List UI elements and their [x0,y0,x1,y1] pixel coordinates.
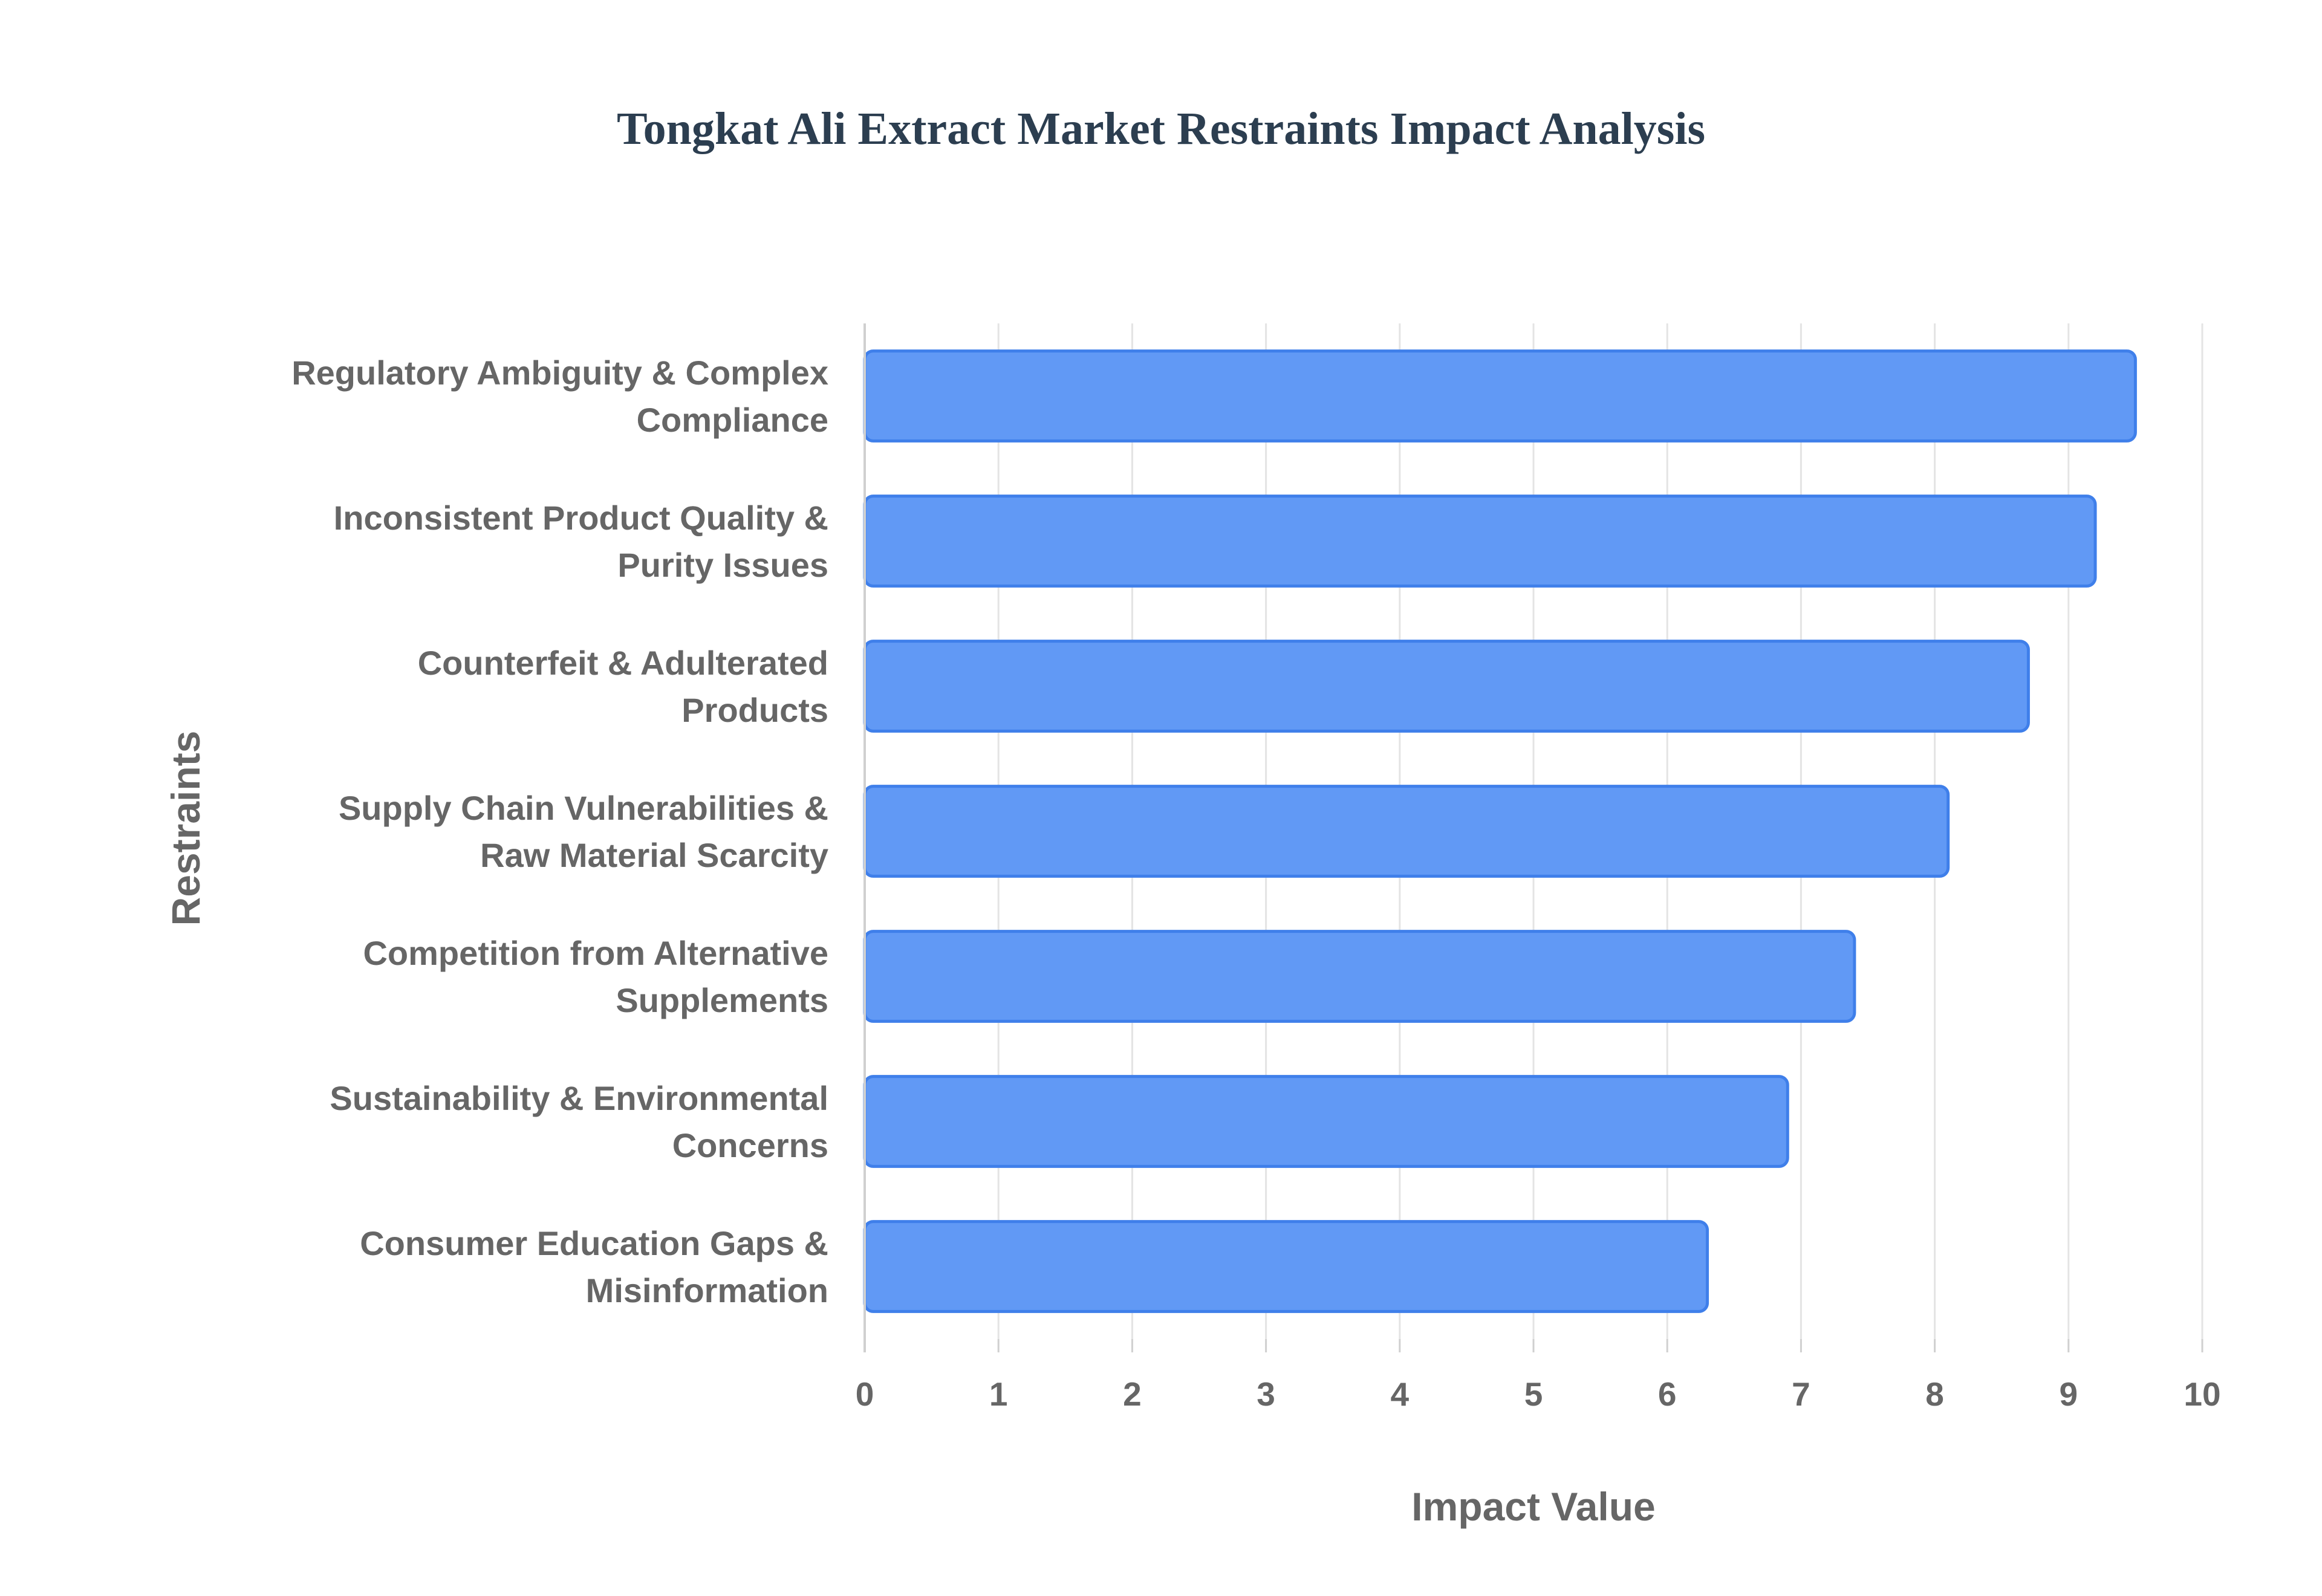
category-label: Raw Material Scarcity [480,836,828,874]
category-label: Inconsistent Product Quality & [334,499,828,537]
category-label: Purity Issues [617,546,828,584]
x-tick-label: 2 [1123,1375,1142,1413]
bars [863,349,2137,1313]
x-tick-label: 3 [1257,1375,1275,1413]
bar [863,1220,1709,1313]
category-label: Supply Chain Vulnerabilities & [339,789,828,827]
category-label: Sustainability & Environmental [330,1079,828,1117]
y-axis-title: Restraints [163,731,208,926]
axes [863,323,2203,1352]
bar [863,495,2097,588]
category-label: Competition from Alternative [363,934,828,972]
bar [863,1075,1789,1168]
x-tick-label: 8 [1925,1375,1944,1413]
category-label: Concerns [672,1126,828,1164]
x-tick-label: 7 [1792,1375,1810,1413]
category-label: Products [681,691,828,729]
labels: 0 1 2 3 4 5 6 7 8 9 10 Regulatory Ambiguity & Compl… [291,354,2220,1413]
bar [863,930,1856,1023]
x-tick-label: 6 [1658,1375,1677,1413]
x-tick-label: 4 [1391,1375,1410,1413]
x-tick-label: 0 [856,1375,874,1413]
x-tick-label: 1 [989,1375,1008,1413]
x-axis-title: Impact Value [1411,1484,1656,1529]
bar [863,640,2030,733]
x-tick-label: 9 [2060,1375,2078,1413]
category-label: Counterfeit & Adulterated [418,644,828,682]
category-label: Misinformation [586,1271,828,1309]
bar [863,349,2137,443]
category-label: Compliance [637,401,828,439]
category-label: Regulatory Ambiguity & Complex [291,354,828,392]
x-tick-label: 10 [2184,1375,2220,1413]
bar [863,785,1950,878]
x-tick-label: 5 [1524,1375,1543,1413]
chart-title: Tongkat Ali Extract Market Restraints Im… [616,103,1706,154]
category-label: Supplements [616,981,828,1019]
category-label: Consumer Education Gaps & [360,1224,828,1262]
